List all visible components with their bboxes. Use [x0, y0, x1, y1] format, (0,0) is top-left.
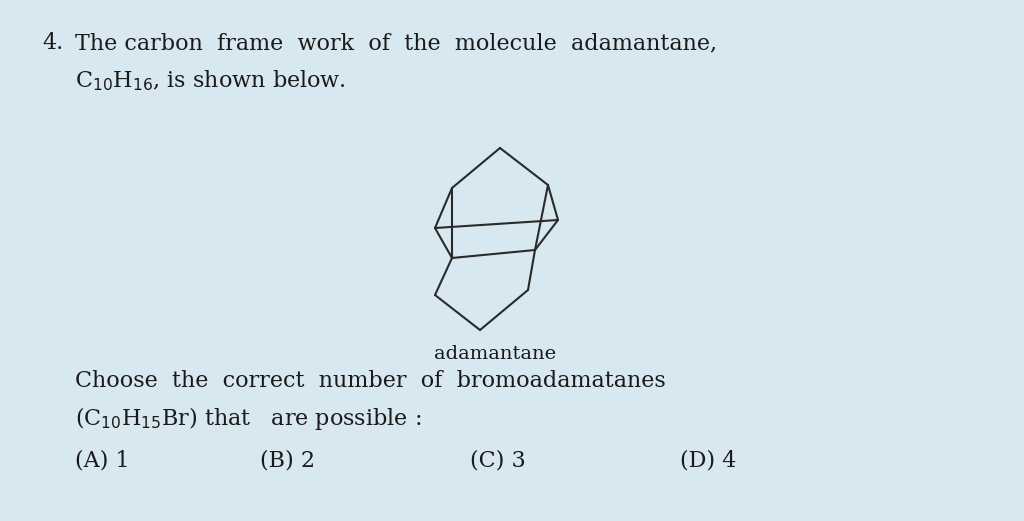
Text: C$_{10}$H$_{16}$, is shown below.: C$_{10}$H$_{16}$, is shown below.: [75, 68, 346, 93]
Text: (A) 1: (A) 1: [75, 450, 130, 472]
Text: 4.: 4.: [42, 32, 63, 54]
Text: The carbon  frame  work  of  the  molecule  adamantane,: The carbon frame work of the molecule ad…: [75, 32, 717, 54]
Text: (B) 2: (B) 2: [260, 450, 315, 472]
Text: (C) 3: (C) 3: [470, 450, 525, 472]
Text: (C$_{10}$H$_{15}$Br) that   are possible :: (C$_{10}$H$_{15}$Br) that are possible :: [75, 405, 422, 432]
Text: Choose  the  correct  number  of  bromoadamatanes: Choose the correct number of bromoadamat…: [75, 370, 666, 392]
Text: adamantane: adamantane: [434, 345, 556, 363]
Text: (D) 4: (D) 4: [680, 450, 736, 472]
